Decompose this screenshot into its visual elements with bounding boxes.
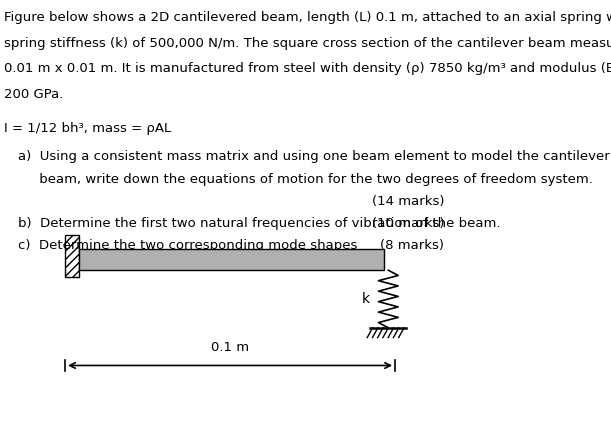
Text: k: k [361, 292, 370, 306]
Text: 0.01 m x 0.01 m. It is manufactured from steel with density (ρ) 7850 kg/m³ and m: 0.01 m x 0.01 m. It is manufactured from… [4, 62, 611, 75]
Text: spring stiffness (k) of 500,000 N/m. The square cross section of the cantilever : spring stiffness (k) of 500,000 N/m. The… [4, 37, 611, 50]
Bar [65, 235, 79, 277]
Text: c)  Determine the two corresponding mode shapes: c) Determine the two corresponding mode … [18, 239, 357, 252]
Text: a)  Using a consistent mass matrix and using one beam element to model the canti: a) Using a consistent mass matrix and us… [18, 150, 610, 163]
Text: I = 1/12 bh³, mass = ρAL: I = 1/12 bh³, mass = ρAL [4, 122, 172, 135]
Text: (10 marks): (10 marks) [372, 217, 444, 230]
Text: 200 GPa.: 200 GPa. [4, 88, 64, 101]
Text: 0.1 m: 0.1 m [211, 342, 249, 354]
Text: beam, write down the equations of motion for the two degrees of freedom system.: beam, write down the equations of motion… [18, 173, 593, 186]
Text: (14 marks): (14 marks) [372, 195, 444, 208]
Text: Figure below shows a 2D cantilevered beam, length (L) 0.1 m, attached to an axia: Figure below shows a 2D cantilevered bea… [4, 11, 611, 24]
Text: b)  Determine the first two natural frequencies of vibration of the beam.: b) Determine the first two natural frequ… [18, 217, 500, 230]
Bar [79, 249, 384, 270]
Text: (8 marks): (8 marks) [381, 239, 444, 252]
